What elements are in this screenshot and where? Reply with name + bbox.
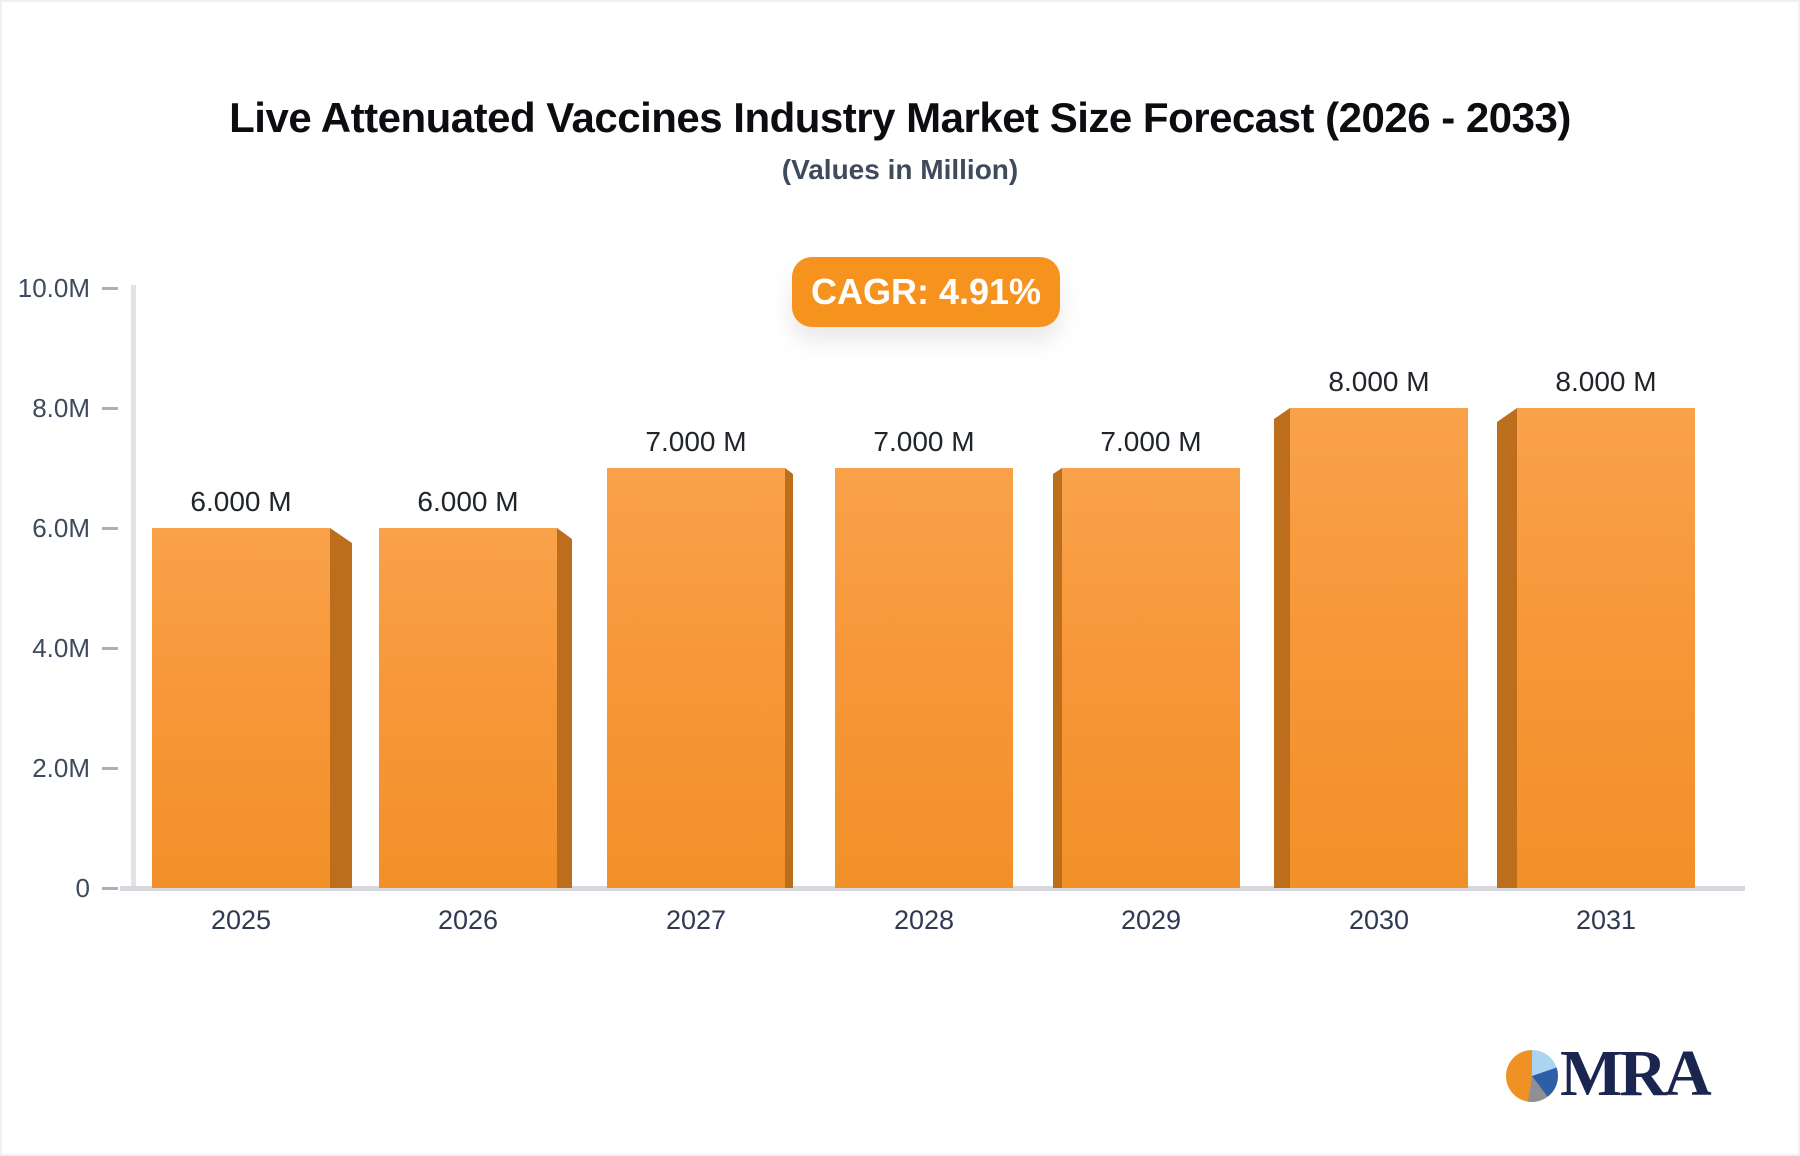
bar-2027 xyxy=(607,468,785,888)
x-axis-label-2029: 2029 xyxy=(1120,905,1182,935)
bar-value-label: 8.000 M xyxy=(1328,366,1430,397)
y-axis-line xyxy=(131,285,136,888)
x-axis-label-2031: 2031 xyxy=(1575,905,1637,935)
bar-3d-side-2029 xyxy=(1053,468,1062,888)
bar-2028 xyxy=(835,468,1013,888)
y-axis-tick xyxy=(102,887,118,890)
bar-3d-side-2027 xyxy=(785,468,793,888)
bar-2026 xyxy=(379,528,557,888)
bar-3d-side-2030 xyxy=(1274,408,1290,888)
y-axis-tick-label: 2.0M xyxy=(32,753,90,783)
x-axis-label-2027: 2027 xyxy=(665,905,727,935)
cagr-badge-label: CAGR: 4.91% xyxy=(810,271,1042,312)
cagr-badge: CAGR: 4.91% xyxy=(792,257,1060,327)
y-axis-tick-label: 6.0M xyxy=(32,513,90,543)
y-axis-tick-label: 8.0M xyxy=(32,393,90,423)
bar-2025 xyxy=(152,528,330,888)
y-axis-tick-label: 10.0M xyxy=(17,273,90,303)
bar-value-label: 7.000 M xyxy=(873,426,975,457)
x-axis-label-2028: 2028 xyxy=(893,905,955,935)
y-axis-tick-label: 0 xyxy=(75,873,90,903)
x-axis-label-2026: 2026 xyxy=(437,905,499,935)
bar-2029 xyxy=(1062,468,1240,888)
y-axis-tick xyxy=(102,527,118,530)
chart-subtitle: (Values in Million) xyxy=(781,154,1019,185)
y-axis-tick xyxy=(102,287,118,290)
y-axis-tick xyxy=(102,647,118,650)
y-axis-tick xyxy=(102,767,118,770)
bar-value-label: 7.000 M xyxy=(1100,426,1202,457)
bar-value-label: 8.000 M xyxy=(1555,366,1657,397)
bar-3d-side-2025 xyxy=(330,528,352,888)
bar-3d-side-2026 xyxy=(557,528,572,888)
bar-value-label: 7.000 M xyxy=(645,426,747,457)
x-axis-label-2025: 2025 xyxy=(210,905,272,935)
bar-2031 xyxy=(1517,408,1695,888)
y-axis-tick xyxy=(102,407,118,410)
chart-title: Live Attenuated Vaccines Industry Market… xyxy=(229,94,1571,141)
pie-chart-logo-icon xyxy=(1506,1050,1558,1102)
bar-2030 xyxy=(1290,408,1468,888)
y-axis-tick-label: 4.0M xyxy=(32,633,90,663)
x-axis-baseline xyxy=(120,886,1745,891)
x-axis-label-2030: 2030 xyxy=(1348,905,1410,935)
bar-value-label: 6.000 M xyxy=(417,486,519,517)
bar-value-label: 6.000 M xyxy=(190,486,292,517)
bar-3d-side-2031 xyxy=(1497,408,1517,888)
mra-logo: MRA xyxy=(1506,1037,1712,1110)
logo-text: MRA xyxy=(1560,1037,1712,1110)
